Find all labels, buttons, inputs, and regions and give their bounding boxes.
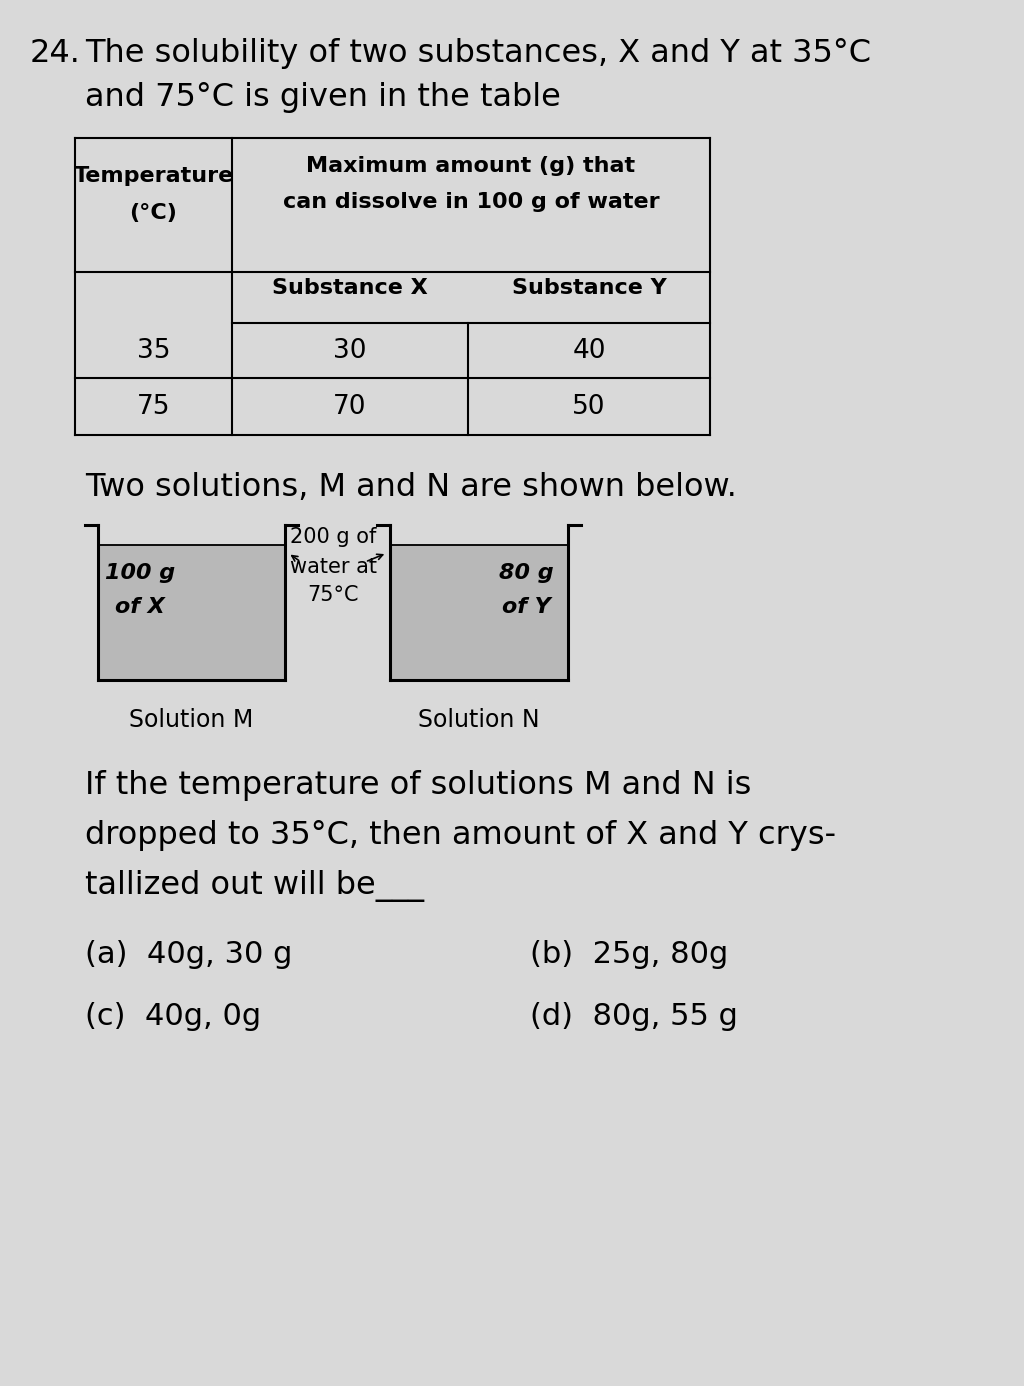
Text: tallized out will be___: tallized out will be___ — [85, 870, 424, 902]
Bar — [391, 545, 567, 681]
Text: dropped to 35°C, then amount of X and Y crys-: dropped to 35°C, then amount of X and Y … — [85, 821, 837, 851]
Text: Maximum amount (g) that: Maximum amount (g) that — [306, 157, 636, 176]
Text: (a)  40g, 30 g: (a) 40g, 30 g — [85, 940, 293, 969]
Text: 200 g of: 200 g of — [290, 527, 376, 547]
Text: 24.: 24. — [30, 37, 81, 69]
Text: (c)  40g, 0g: (c) 40g, 0g — [85, 1002, 261, 1031]
Text: Substance Y: Substance Y — [512, 279, 667, 298]
Text: Solution N: Solution N — [418, 708, 540, 732]
Text: Solution M: Solution M — [129, 708, 254, 732]
Text: water at: water at — [290, 557, 377, 577]
Text: Temperature: Temperature — [74, 166, 233, 186]
Text: 50: 50 — [572, 394, 606, 420]
Text: Substance X: Substance X — [272, 279, 428, 298]
Text: 40: 40 — [572, 338, 606, 363]
Text: of Y: of Y — [502, 597, 550, 617]
Text: 100 g: 100 g — [104, 563, 175, 584]
Text: Two solutions, M and N are shown below.: Two solutions, M and N are shown below. — [85, 473, 737, 503]
Text: 75: 75 — [137, 394, 170, 420]
Text: 30: 30 — [333, 338, 367, 363]
Text: (°C): (°C) — [130, 202, 177, 223]
Text: The solubility of two substances, X and Y at 35°C: The solubility of two substances, X and … — [85, 37, 871, 69]
Text: and 75°C is given in the table: and 75°C is given in the table — [85, 82, 561, 114]
Text: 80 g: 80 g — [499, 563, 553, 584]
Text: If the temperature of solutions M and N is: If the temperature of solutions M and N … — [85, 771, 752, 801]
Text: of X: of X — [115, 597, 165, 617]
Text: 70: 70 — [333, 394, 367, 420]
Text: 35: 35 — [137, 338, 170, 363]
Text: 75°C: 75°C — [307, 585, 358, 606]
Text: can dissolve in 100 g of water: can dissolve in 100 g of water — [283, 193, 659, 212]
Bar — [99, 545, 284, 681]
Text: (d)  80g, 55 g: (d) 80g, 55 g — [530, 1002, 738, 1031]
Text: (b)  25g, 80g: (b) 25g, 80g — [530, 940, 728, 969]
